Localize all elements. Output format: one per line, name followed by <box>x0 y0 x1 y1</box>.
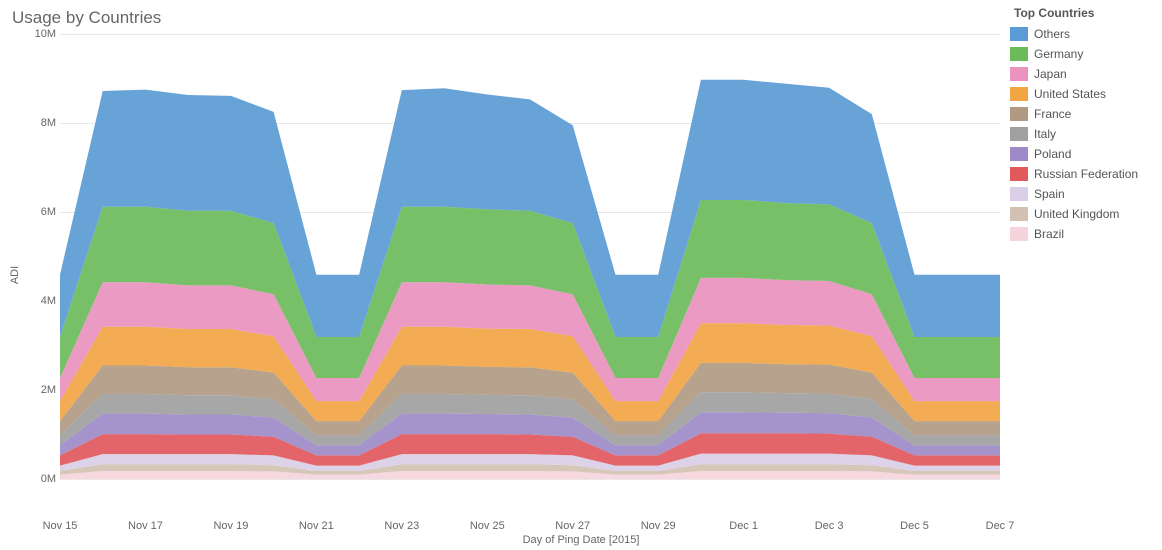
legend-label: Spain <box>1034 187 1065 201</box>
y-tick-label: 6M <box>20 206 56 218</box>
x-tick-label: Nov 25 <box>470 520 505 532</box>
y-tick-label: 8M <box>20 117 56 129</box>
legend-label: Japan <box>1034 67 1067 81</box>
legend-item[interactable]: United States <box>1010 84 1150 104</box>
legend-swatch <box>1010 167 1028 181</box>
x-tick-label: Nov 17 <box>128 520 163 532</box>
legend-item[interactable]: Russian Federation <box>1010 164 1150 184</box>
legend-swatch <box>1010 67 1028 81</box>
legend-label: France <box>1034 107 1071 121</box>
legend-item[interactable]: Italy <box>1010 124 1150 144</box>
legend: Top Countries Others Germany Japan United S… <box>1010 6 1150 244</box>
y-tick-label: 4M <box>20 295 56 307</box>
legend-swatch <box>1010 187 1028 201</box>
x-tick-label: Nov 15 <box>43 520 78 532</box>
legend-item[interactable]: Germany <box>1010 44 1150 64</box>
x-tick-label: Dec 1 <box>729 520 758 532</box>
x-axis-label: Day of Ping Date [2015] <box>523 534 640 546</box>
legend-label: Poland <box>1034 147 1071 161</box>
legend-swatch <box>1010 147 1028 161</box>
x-tick-label: Dec 7 <box>986 520 1015 532</box>
chart-title: Usage by Countries <box>12 8 161 28</box>
y-tick-label: 10M <box>20 28 56 40</box>
legend-label: United Kingdom <box>1034 207 1119 221</box>
legend-label: Russian Federation <box>1034 167 1138 181</box>
legend-item[interactable]: Others <box>1010 24 1150 44</box>
x-tick-label: Dec 3 <box>815 520 844 532</box>
legend-title: Top Countries <box>1010 6 1150 20</box>
legend-item[interactable]: Poland <box>1010 144 1150 164</box>
y-axis-label: ADI <box>9 266 21 284</box>
legend-swatch <box>1010 27 1028 41</box>
x-tick-label: Nov 29 <box>641 520 676 532</box>
legend-label: Italy <box>1034 127 1056 141</box>
legend-item[interactable]: France <box>1010 104 1150 124</box>
stacked-area-svg <box>60 34 1000 514</box>
y-tick-label: 0M <box>20 473 56 485</box>
x-tick-label: Nov 27 <box>555 520 590 532</box>
legend-label: Others <box>1034 27 1070 41</box>
legend-swatch <box>1010 227 1028 241</box>
chart-plot-area: 0M2M4M6M8M10MNov 15Nov 17Nov 19Nov 21Nov… <box>60 34 1000 514</box>
y-tick-label: 2M <box>20 384 56 396</box>
x-tick-label: Nov 21 <box>299 520 334 532</box>
legend-label: Brazil <box>1034 227 1064 241</box>
x-tick-label: Nov 23 <box>384 520 419 532</box>
legend-item[interactable]: Brazil <box>1010 224 1150 244</box>
x-tick-label: Nov 19 <box>213 520 248 532</box>
area-series <box>60 471 1000 479</box>
legend-item[interactable]: Japan <box>1010 64 1150 84</box>
legend-swatch <box>1010 47 1028 61</box>
legend-label: United States <box>1034 87 1106 101</box>
legend-label: Germany <box>1034 47 1083 61</box>
legend-item[interactable]: United Kingdom <box>1010 204 1150 224</box>
legend-swatch <box>1010 87 1028 101</box>
x-tick-label: Dec 5 <box>900 520 929 532</box>
legend-swatch <box>1010 107 1028 121</box>
legend-swatch <box>1010 127 1028 141</box>
legend-swatch <box>1010 207 1028 221</box>
legend-item[interactable]: Spain <box>1010 184 1150 204</box>
